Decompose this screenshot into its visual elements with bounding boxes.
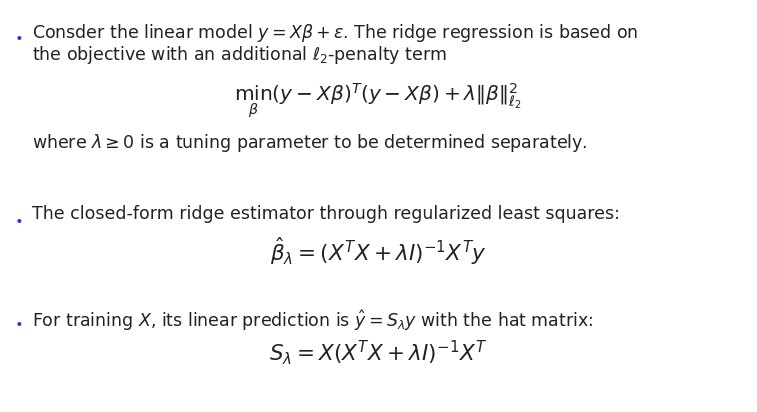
Text: the objective with an additional $\ell_2$-penalty term: the objective with an additional $\ell_2…	[32, 44, 447, 66]
Text: The closed-form ridge estimator through regularized least squares:: The closed-form ridge estimator through …	[32, 205, 620, 223]
Text: $\bullet$: $\bullet$	[14, 212, 22, 226]
Text: $\bullet$: $\bullet$	[14, 315, 22, 329]
Text: $\underset{\beta}{\mathrm{min}}(y - X\beta)^T(y - X\beta) + \lambda\|\beta\|^2_{: $\underset{\beta}{\mathrm{min}}(y - X\be…	[234, 82, 522, 122]
Text: Consder the linear model $y = X\beta + \varepsilon$. The ridge regression is bas: Consder the linear model $y = X\beta + \…	[32, 22, 638, 44]
Text: $S_\lambda = X(X^TX + \lambda I)^{-1}X^T$: $S_\lambda = X(X^TX + \lambda I)^{-1}X^T…	[269, 338, 488, 367]
Text: $\bullet$: $\bullet$	[14, 29, 22, 43]
Text: For training $X$, its linear prediction is $\hat{y} = S_\lambda y$ with the hat : For training $X$, its linear prediction …	[32, 308, 593, 332]
Text: where $\lambda \geq 0$ is a tuning parameter to be determined separately.: where $\lambda \geq 0$ is a tuning param…	[32, 132, 587, 154]
Text: $\hat{\beta}_\lambda = (X^TX + \lambda I)^{-1}X^Ty$: $\hat{\beta}_\lambda = (X^TX + \lambda I…	[269, 235, 487, 267]
